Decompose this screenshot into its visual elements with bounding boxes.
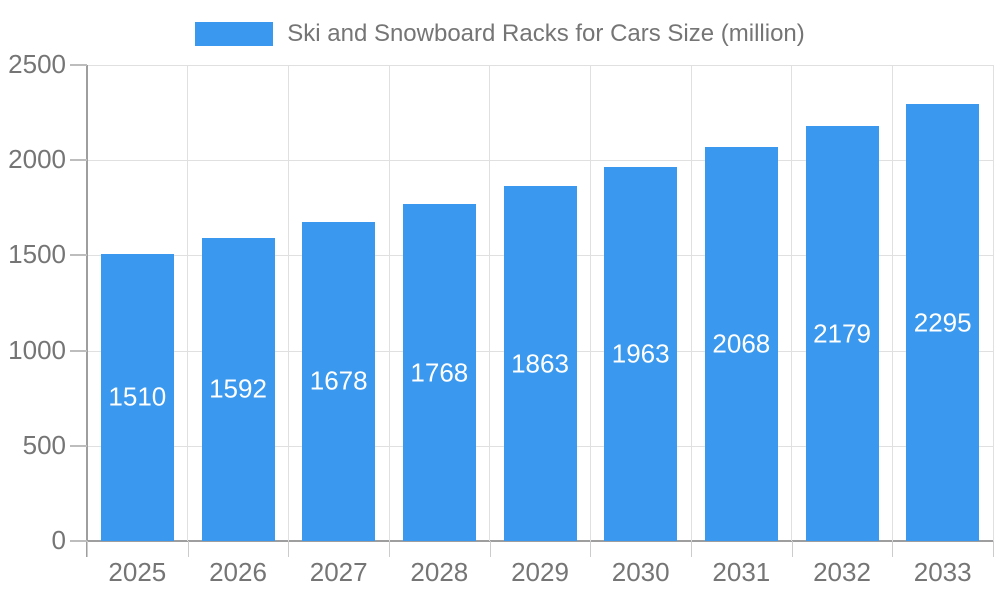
x-tick-5 <box>590 541 592 557</box>
bar-value-label-2030: 1963 <box>611 338 670 369</box>
bar-2025: 1510 <box>100 253 174 541</box>
gridline-v-6 <box>690 65 692 541</box>
x-tick-6 <box>691 541 692 557</box>
y-axis-label-1500: 1500 <box>8 239 66 270</box>
legend-label: Ski and Snowboard Racks for Cars Size (m… <box>287 20 805 47</box>
bar-value-label-2031: 2068 <box>712 328 771 359</box>
gridline-v-1 <box>187 65 189 541</box>
legend-swatch <box>195 22 274 46</box>
x-axis-label-2032: 2032 <box>813 557 871 587</box>
gridline-v-5 <box>589 65 591 541</box>
gridline-v-2 <box>287 65 289 541</box>
bar-value-label-2028: 1768 <box>410 357 469 388</box>
bar-value-label-2032: 2179 <box>813 318 871 349</box>
y-axis-label-1000: 1000 <box>8 334 66 365</box>
y-axis-label-500: 500 <box>22 429 66 460</box>
x-tick-0 <box>87 541 88 557</box>
y-tick-1500 <box>70 254 87 257</box>
y-tick-500 <box>70 444 87 447</box>
legend: Ski and Snowboard Racks for Cars Size (m… <box>0 20 1000 48</box>
x-axis-label-2028: 2028 <box>410 557 469 587</box>
x-axis-label-2025: 2025 <box>108 557 167 587</box>
bar-2030: 1963 <box>604 167 678 541</box>
x-axis-label-2029: 2029 <box>511 557 569 587</box>
y-axis-label-0: 0 <box>51 524 66 555</box>
y-tick-2000 <box>70 159 87 162</box>
y-axis-line <box>86 65 88 557</box>
bar-2027: 1678 <box>302 221 376 541</box>
bar-value-label-2029: 1863 <box>511 348 569 379</box>
gridline-v-7 <box>791 65 793 541</box>
x-axis-label-2030: 2030 <box>611 557 670 587</box>
bar-value-label-2025: 1510 <box>108 381 167 412</box>
x-tick-9 <box>993 541 994 557</box>
x-axis-label-2026: 2026 <box>209 557 267 587</box>
bar-2026: 1592 <box>201 237 275 541</box>
x-axis-label-2027: 2027 <box>309 557 368 587</box>
x-tick-1 <box>187 541 189 557</box>
y-tick-1000 <box>70 349 87 352</box>
x-tick-2 <box>288 541 290 557</box>
x-tick-8 <box>892 541 894 557</box>
bar-value-label-2027: 1678 <box>309 365 368 396</box>
bar-2032: 2179 <box>805 126 879 541</box>
x-tick-4 <box>489 541 491 557</box>
bar-2031: 2068 <box>704 147 778 541</box>
gridline-h-2500 <box>87 65 993 66</box>
gridline-h-2000 <box>87 160 993 162</box>
x-axis-label-2033: 2033 <box>913 557 972 587</box>
x-tick-7 <box>791 541 793 557</box>
x-tick-3 <box>389 541 390 557</box>
x-axis-label-2031: 2031 <box>712 557 771 587</box>
y-axis-label-2000: 2000 <box>8 144 66 175</box>
bar-2033: 2295 <box>906 104 980 541</box>
gridline-v-4 <box>489 65 491 541</box>
y-tick-0 <box>70 540 87 542</box>
gridline-v-3 <box>388 65 390 541</box>
bar-value-label-2033: 2295 <box>913 307 972 338</box>
gridline-v-9 <box>992 65 994 541</box>
gridline-v-8 <box>891 65 893 541</box>
bar-value-label-2026: 1592 <box>209 373 267 404</box>
y-axis-label-2500: 2500 <box>8 48 66 79</box>
bar-2029: 1863 <box>503 186 577 541</box>
bar-2028: 1768 <box>402 204 476 541</box>
x-axis-baseline <box>70 540 993 542</box>
y-tick-2500 <box>70 64 87 66</box>
plot-area: 1510 1592 1678 1768 1863 1963 2068 2179 2295 <box>70 65 994 542</box>
